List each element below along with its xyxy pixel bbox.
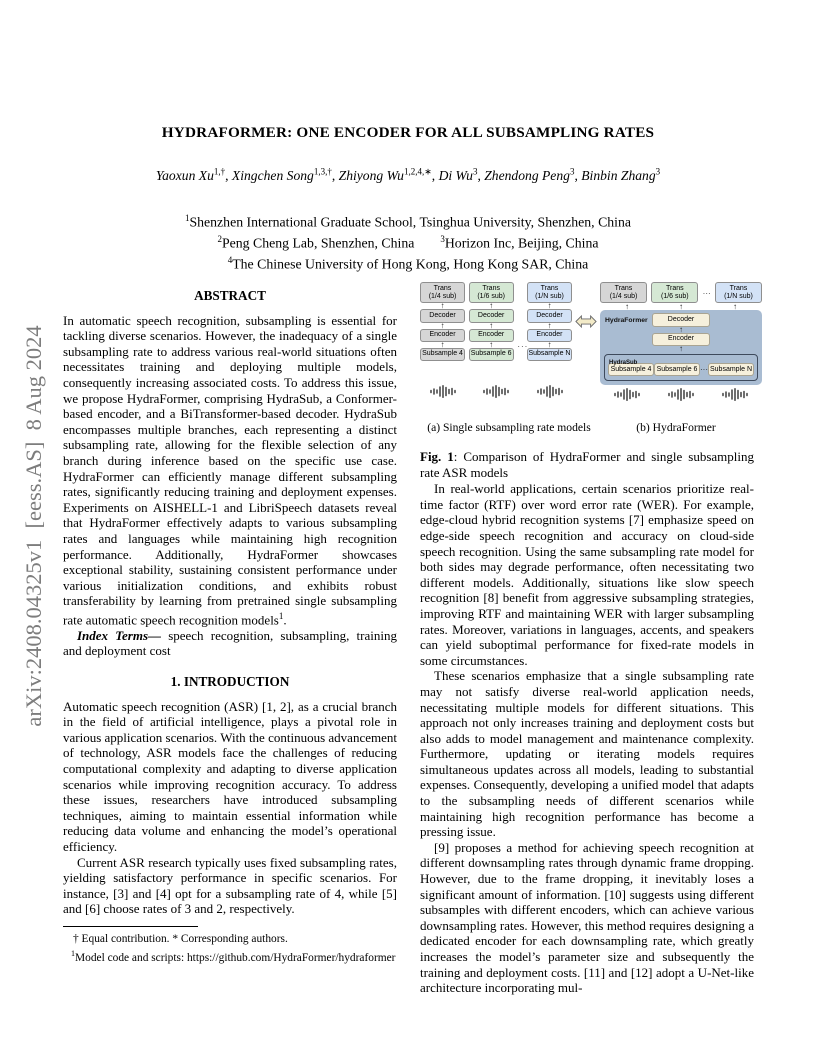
page-title: HYDRAFORMER: ONE ENCODER FOR ALL SUBSAMP… <box>161 124 655 141</box>
ellipsis: ··· <box>702 289 711 298</box>
affiliation-line: 1Shenzhen International Graduate School,… <box>184 212 632 230</box>
hydraformer-container: HydraFormer Decoder ↑ Encoder ↑ HydraSub… <box>600 310 762 386</box>
hydraformer-label: HydraFormer <box>605 317 648 325</box>
up-arrow-icon: ↑ <box>733 302 737 312</box>
waveform-row <box>420 385 572 402</box>
subsample-box: Subsample 6 <box>468 347 514 362</box>
abstract-paragraph: In automatic speech recognition, subsamp… <box>63 312 397 628</box>
affiliations: 1Shenzhen International Graduate School,… <box>0 210 816 273</box>
equivalence-arrow-icon <box>575 314 597 333</box>
trans-box: Trans (1/4 sub) <box>600 282 647 304</box>
author: Binbin Zhang3 <box>581 166 661 183</box>
waveform-icon <box>527 385 572 402</box>
up-arrow-icon: ↑ <box>679 324 683 334</box>
footnote-marker: 1 <box>278 610 284 621</box>
paper-header: HYDRAFORMER: ONE ENCODER FOR ALL SUBSAMP… <box>0 124 816 273</box>
waveform-icon <box>666 388 696 405</box>
subsample-box: Subsample N <box>708 363 754 377</box>
decoder-box: Decoder <box>468 309 514 323</box>
scenarios-paragraph: These scenarios emphasize that a single … <box>420 668 754 840</box>
figure-panel-b: Trans (1/4 sub) Trans (1/6 sub) ··· Trans(… <box>600 282 762 405</box>
affiliation-line: 4The Chinese University of Hong Kong, Ho… <box>227 254 589 272</box>
up-arrow-icon: ↑ <box>489 320 494 330</box>
up-arrow-icon: ↑ <box>547 320 552 330</box>
single-model-column-subN: Trans (1/N sub) ↑ Decoder ↑ Encoder ↑ Sub… <box>526 282 572 362</box>
up-arrow-icon: ↑ <box>679 343 683 353</box>
subsample-box: Subsample 6 <box>654 363 700 377</box>
affiliation-line: 2Peng Cheng Lab, Shenzhen, China 3Horizon… <box>217 233 599 251</box>
intro-paragraph-2: Current ASR research typically uses fixe… <box>63 854 397 917</box>
footnote-block: † Equal contribution. * Corresponding au… <box>63 926 397 965</box>
github-link[interactable]: https://github.com/HydraFormer/hydraform… <box>186 951 396 964</box>
rtf-paragraph: In real-world applications, certain scen… <box>420 481 754 668</box>
footnote-contrib: † Equal contribution. * Corresponding au… <box>73 933 288 945</box>
trans-box: Trans (1/N sub) <box>526 282 572 304</box>
trans-box: Trans (1/6 sub) <box>468 282 514 304</box>
intro-paragraph-1: Automatic speech recognition (ASR) [1, 2… <box>63 698 397 854</box>
encoder-box: Encoder <box>526 328 572 342</box>
up-arrow-icon: ↑ <box>547 339 552 349</box>
footnote-code: 1Model code and scripts: https://github.… <box>71 948 396 964</box>
waveform-row <box>600 388 762 405</box>
author: Yaoxun Xu1,†, <box>155 166 232 183</box>
up-arrow-icon: ↑ <box>547 301 552 311</box>
trans-box: Trans (1/4 sub) <box>420 282 465 304</box>
figure-caption-a: (a) Single subsampling rate models <box>427 420 591 434</box>
up-arrow-icon: ↑ <box>440 301 445 311</box>
author: Zhendong Peng3, <box>484 166 582 183</box>
encoder-box: Encoder <box>420 328 465 342</box>
waveform-icon <box>612 388 642 405</box>
author: Zhiyong Wu1,2,4,∗, <box>338 166 439 183</box>
author-line: Yaoxun Xu1,†, Xingchen Song1,3,†, Zhiyon… <box>0 166 816 184</box>
up-arrow-icon: ↑ <box>440 339 445 349</box>
right-column: Trans (1/4 sub) ↑ Decoder ↑ Encoder ↑ Sub… <box>420 282 762 996</box>
arxiv-watermark: arXiv:2408.04325v1 [eess.AS] 8 Aug 2024 <box>21 325 46 727</box>
left-column: ABSTRACT In automatic speech recognition… <box>63 288 397 917</box>
trans-box: Trans (1/6 sub) <box>651 282 699 304</box>
abstract-heading: ABSTRACT <box>194 288 266 303</box>
up-arrow-icon: ↑ <box>489 339 494 349</box>
hydrasub-label: HydraSub <box>609 359 638 366</box>
index-terms: Index Terms— speech recognition, subsamp… <box>63 627 397 659</box>
figure-panel-a: Trans (1/4 sub) ↑ Decoder ↑ Encoder ↑ Sub… <box>420 282 572 362</box>
waveform-icon <box>720 388 750 405</box>
trans-box: Trans (1/N sub) <box>714 282 762 304</box>
up-arrow-icon: ↑ <box>440 320 445 330</box>
footnote-rule <box>63 926 198 927</box>
subsample-box: Subsample 4 <box>420 347 465 362</box>
up-arrow-icon: ↑ <box>625 302 629 312</box>
decoder-box: Decoder <box>526 309 572 323</box>
figure-caption-b: (b) HydraFormer <box>636 420 716 434</box>
section-heading-introduction: 1. INTRODUCTION <box>170 673 290 689</box>
related-work-paragraph: [9] proposes a method for achieving spee… <box>420 839 754 996</box>
hydrasub-container: HydraSub Subsample 4 Subsample 6 ··· Sub… <box>604 353 758 382</box>
waveform-icon <box>474 385 519 402</box>
ellipsis: ··· <box>700 364 708 374</box>
ellipsis: ··· <box>517 342 529 351</box>
waveform-icon <box>420 385 465 402</box>
subsample-box: Subsample N <box>526 347 572 362</box>
encoder-box: Encoder <box>468 328 514 342</box>
encoder-box: Encoder <box>652 332 710 346</box>
up-arrow-icon: ↑ <box>489 301 494 311</box>
figure-1: Trans (1/4 sub) ↑ Decoder ↑ Encoder ↑ Sub… <box>420 282 762 435</box>
decoder-box: Decoder <box>652 313 710 327</box>
author: Xingchen Song1,3,†, <box>231 166 339 183</box>
author: Di Wu3, <box>438 166 485 183</box>
decoder-box: Decoder <box>420 309 465 323</box>
figure-1-caption: Fig. 1: Comparison of HydraFormer and si… <box>420 449 754 481</box>
single-model-column-sub4: Trans (1/4 sub) ↑ Decoder ↑ Encoder ↑ Sub… <box>420 282 465 362</box>
single-model-column-sub6: Trans (1/6 sub) ↑ Decoder ↑ Encoder ↑ Sub… <box>468 282 514 362</box>
subsample-box: Subsample 4 <box>608 363 654 377</box>
up-arrow-icon: ↑ <box>679 302 683 312</box>
